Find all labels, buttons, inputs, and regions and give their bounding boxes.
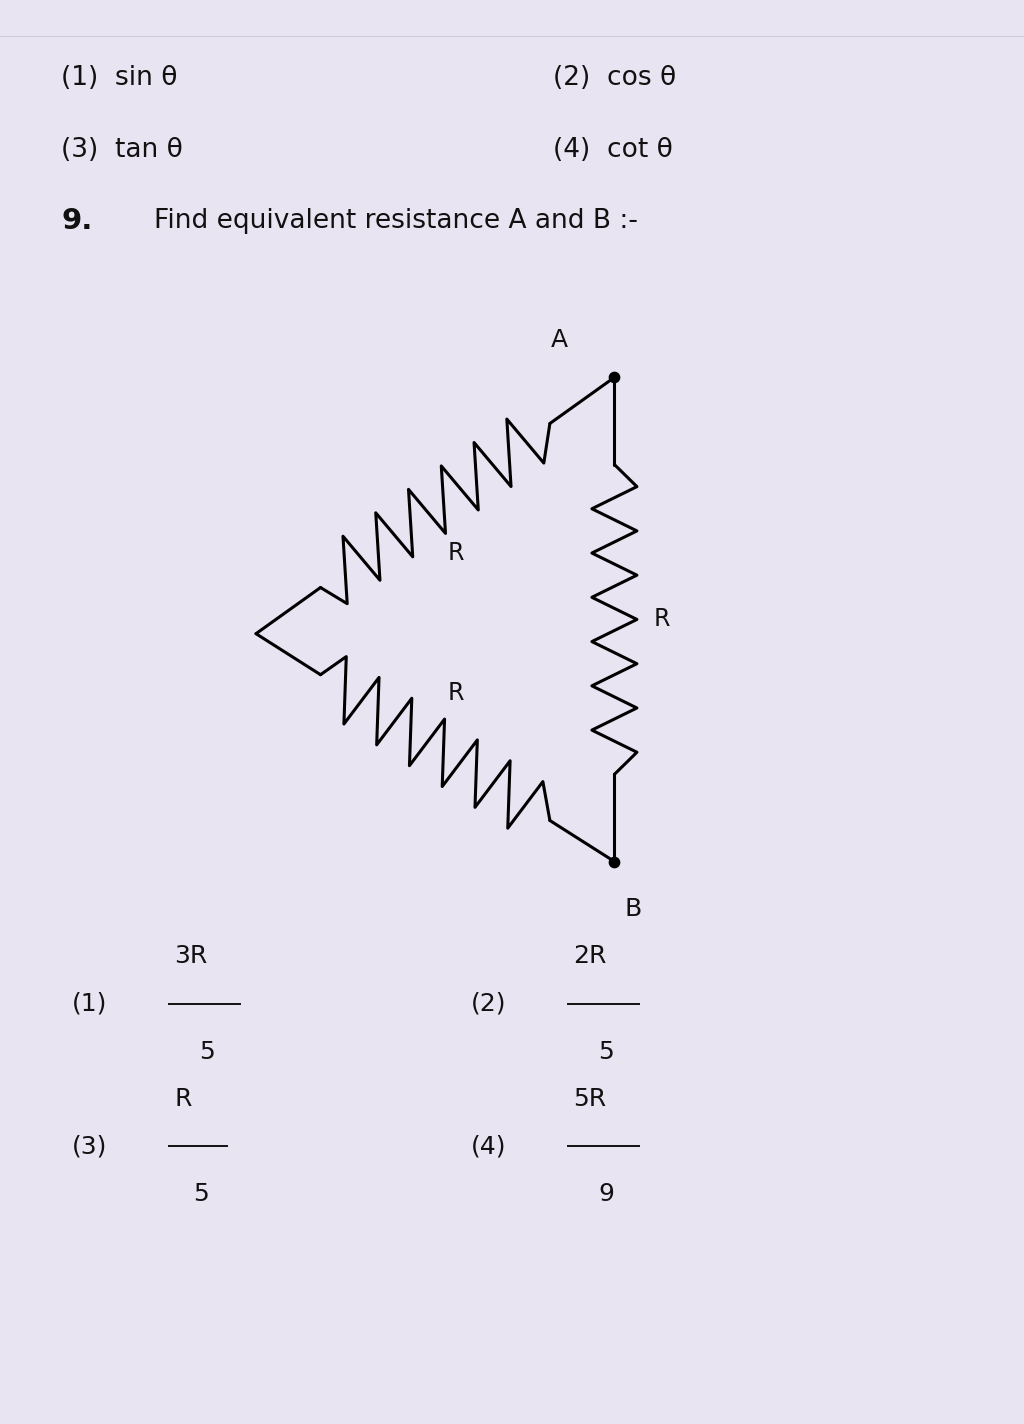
- Text: 2R: 2R: [573, 944, 607, 968]
- Text: B: B: [625, 897, 642, 921]
- Point: [606, 850, 623, 873]
- Text: (4)  cot θ: (4) cot θ: [553, 137, 673, 162]
- Text: R: R: [174, 1087, 191, 1111]
- Text: (3): (3): [72, 1135, 108, 1158]
- Text: Find equivalent resistance A and B :-: Find equivalent resistance A and B :-: [154, 208, 638, 234]
- Text: 5R: 5R: [573, 1087, 606, 1111]
- Text: (2): (2): [471, 993, 507, 1015]
- Text: (2)  cos θ: (2) cos θ: [553, 66, 676, 91]
- Text: R: R: [447, 681, 464, 705]
- Text: 9: 9: [598, 1182, 614, 1206]
- Text: (4): (4): [471, 1135, 507, 1158]
- Text: (1): (1): [72, 993, 108, 1015]
- Text: 5: 5: [193, 1182, 209, 1206]
- Text: A: A: [551, 328, 568, 352]
- Text: 5: 5: [199, 1040, 215, 1064]
- Text: R: R: [447, 541, 464, 565]
- Text: (1)  sin θ: (1) sin θ: [61, 66, 178, 91]
- Text: 9.: 9.: [61, 206, 93, 235]
- Text: R: R: [653, 608, 670, 631]
- Point: [606, 366, 623, 389]
- Text: (3)  tan θ: (3) tan θ: [61, 137, 183, 162]
- Text: 3R: 3R: [174, 944, 207, 968]
- Text: 5: 5: [598, 1040, 614, 1064]
